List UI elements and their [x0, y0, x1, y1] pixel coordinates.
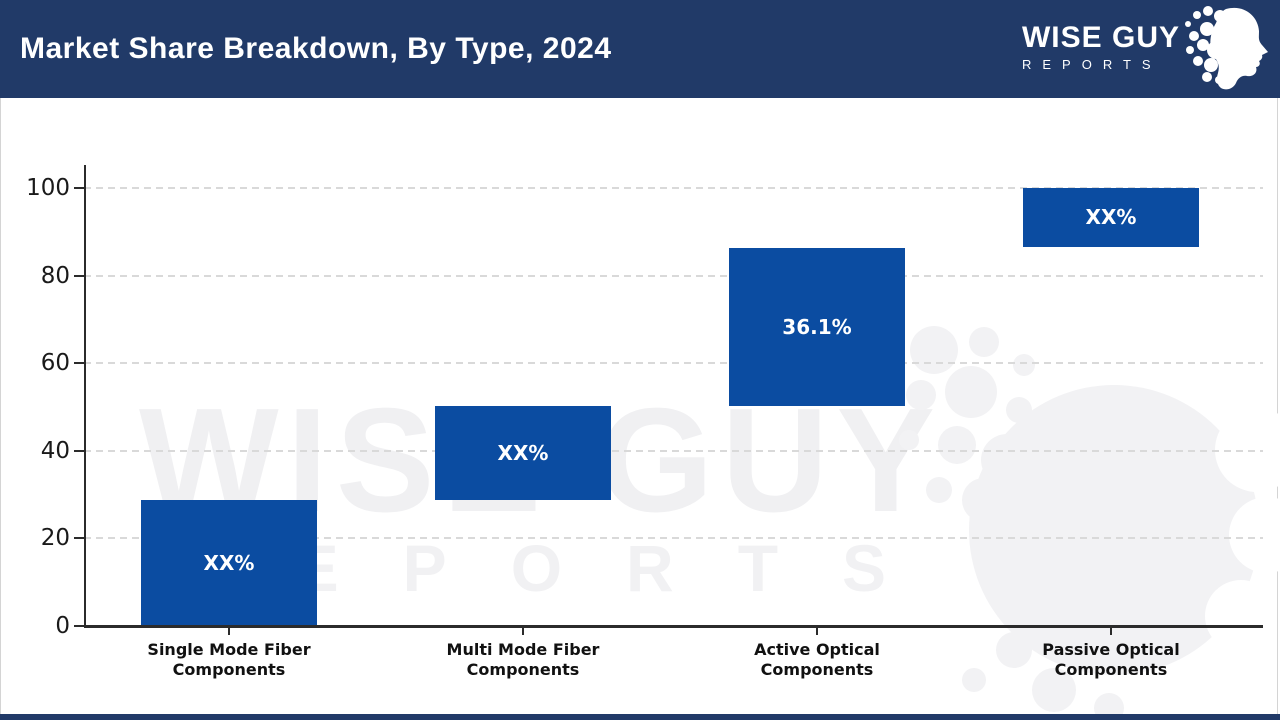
page-title: Market Share Breakdown, By Type, 2024 — [20, 32, 612, 65]
logo-face-icon — [1185, 6, 1268, 90]
chart-area: WISE GUY REPORTS — [0, 98, 1279, 720]
bottom-accent-bar — [0, 714, 1280, 720]
report-header: Market Share Breakdown, By Type, 2024 WI… — [0, 0, 1280, 98]
wiseguy-logo: WISE GUY REPORTS — [1010, 4, 1270, 94]
watermark-wordmark: WISE GUY — [139, 378, 944, 543]
watermark-face-icon — [899, 326, 1279, 720]
logo-subtext: REPORTS — [1021, 57, 1162, 72]
logo-wordmark: WISE GUY — [1021, 21, 1180, 54]
logo-text: WISE GUY REPORTS — [1021, 21, 1180, 73]
watermark-subtext: REPORTS — [183, 531, 951, 605]
